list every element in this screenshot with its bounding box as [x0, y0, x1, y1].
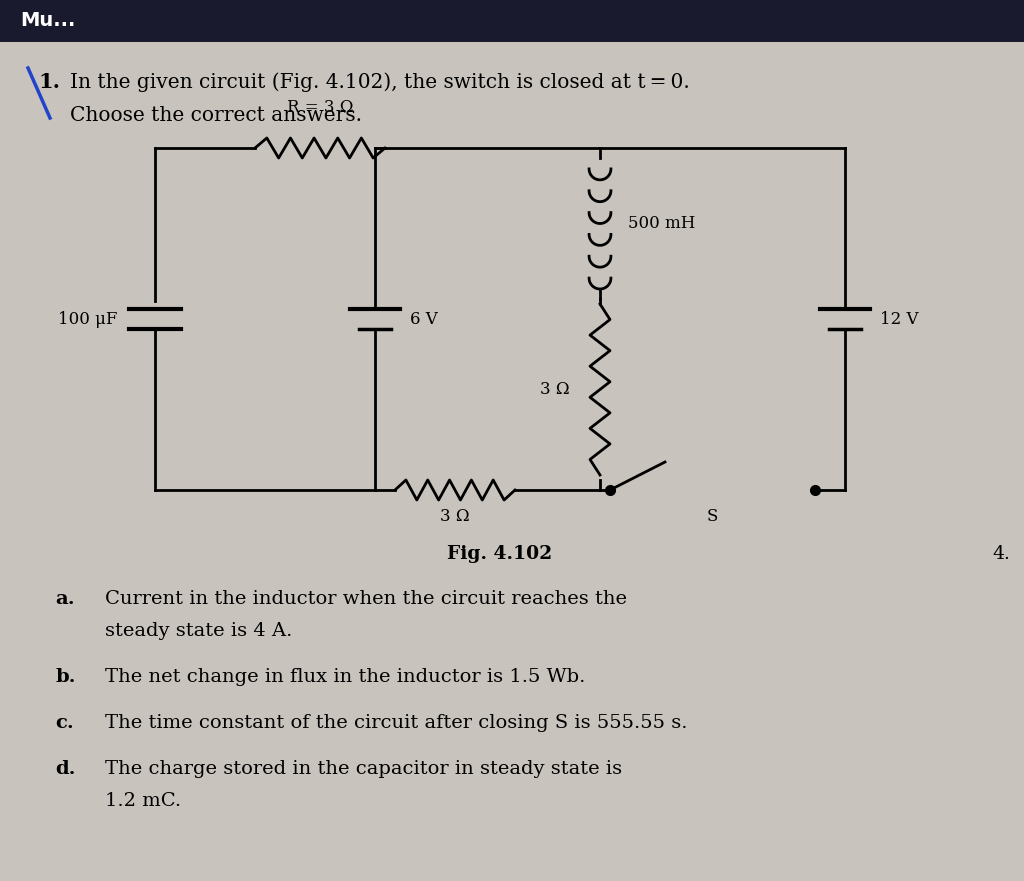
Text: In the given circuit (Fig. 4.102), the switch is closed at t = 0.: In the given circuit (Fig. 4.102), the s… [70, 72, 690, 92]
Text: Mu...: Mu... [20, 11, 76, 31]
Text: d.: d. [55, 760, 76, 778]
Text: 1.: 1. [38, 72, 60, 92]
Text: 100 μF: 100 μF [57, 310, 117, 328]
Text: a.: a. [55, 590, 75, 608]
Text: The charge stored in the capacitor in steady state is: The charge stored in the capacitor in st… [105, 760, 623, 778]
Text: S: S [707, 508, 718, 525]
Text: R = 3 Ω: R = 3 Ω [287, 99, 353, 116]
Text: The time constant of the circuit after closing S is 555.55 s.: The time constant of the circuit after c… [105, 714, 687, 732]
Text: steady state is 4 A.: steady state is 4 A. [105, 622, 293, 640]
Text: c.: c. [55, 714, 74, 732]
Text: 3 Ω: 3 Ω [440, 508, 470, 525]
Text: 1.2 mC.: 1.2 mC. [105, 792, 181, 810]
Bar [0, 0, 1024, 42]
Text: 12 V: 12 V [880, 310, 919, 328]
Text: Current in the inductor when the circuit reaches the: Current in the inductor when the circuit… [105, 590, 627, 608]
Text: 3 Ω: 3 Ω [541, 381, 570, 397]
Text: 6 V: 6 V [410, 310, 437, 328]
Text: 4.: 4. [992, 545, 1010, 563]
Text: 500 mH: 500 mH [628, 214, 695, 232]
Text: The net change in flux in the inductor is 1.5 Wb.: The net change in flux in the inductor i… [105, 668, 586, 686]
Text: b.: b. [55, 668, 76, 686]
Text: Choose the correct answers.: Choose the correct answers. [70, 106, 362, 125]
Text: Fig. 4.102: Fig. 4.102 [447, 545, 553, 563]
